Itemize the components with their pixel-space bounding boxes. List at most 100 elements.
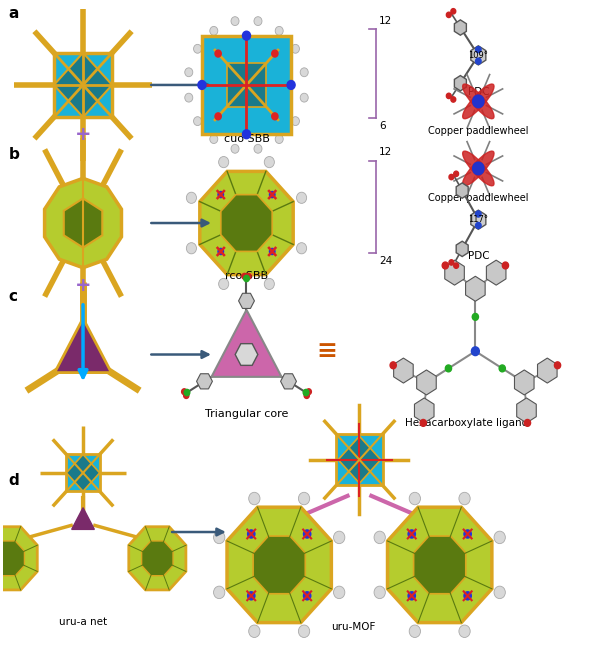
Text: PDC: PDC [467,251,489,261]
Circle shape [459,625,470,638]
Circle shape [473,162,484,175]
Text: Copper paddlewheel: Copper paddlewheel [428,194,529,204]
Circle shape [248,530,255,538]
Circle shape [254,17,262,26]
Polygon shape [55,53,112,117]
Polygon shape [221,195,272,251]
Circle shape [464,592,472,600]
Circle shape [198,80,206,90]
Circle shape [272,113,278,120]
Text: uru-a net: uru-a net [59,617,107,627]
Text: a: a [9,6,19,21]
Polygon shape [445,260,464,285]
Circle shape [269,249,275,255]
Polygon shape [44,178,121,268]
Circle shape [185,93,193,102]
Circle shape [182,389,187,394]
Polygon shape [72,508,94,529]
Ellipse shape [463,151,494,186]
Polygon shape [54,53,112,117]
Polygon shape [337,434,383,485]
Polygon shape [253,536,305,594]
Circle shape [446,93,451,99]
Circle shape [231,17,239,26]
Polygon shape [338,436,380,483]
Text: uru-MOF: uru-MOF [331,622,376,632]
Text: Triangular core: Triangular core [205,409,288,419]
Text: 12: 12 [379,16,392,26]
Circle shape [304,530,311,538]
Text: ≡: ≡ [316,339,337,363]
Circle shape [334,531,345,544]
Circle shape [298,625,310,638]
Circle shape [409,625,421,638]
Text: d: d [9,473,19,488]
Circle shape [334,586,345,599]
Polygon shape [456,183,468,198]
Polygon shape [415,398,434,423]
Polygon shape [0,541,25,575]
Circle shape [409,493,421,505]
Text: 117°: 117° [469,215,488,224]
Circle shape [269,192,275,198]
Circle shape [292,117,299,125]
Circle shape [218,249,224,255]
Polygon shape [55,318,112,373]
Polygon shape [64,198,102,247]
Circle shape [454,171,458,176]
Polygon shape [235,343,258,365]
Circle shape [304,592,311,600]
Polygon shape [227,507,331,623]
Circle shape [300,68,308,77]
Circle shape [244,275,250,282]
Polygon shape [129,526,186,590]
Circle shape [218,192,224,198]
Circle shape [304,392,310,398]
Circle shape [185,68,193,77]
Circle shape [451,97,456,102]
Polygon shape [454,20,466,35]
Circle shape [449,260,454,265]
Circle shape [442,262,448,269]
Circle shape [292,44,299,53]
Circle shape [449,174,454,180]
Text: 6: 6 [379,121,386,131]
Polygon shape [211,310,281,377]
Polygon shape [471,210,486,229]
Polygon shape [200,172,293,274]
Circle shape [408,592,415,600]
Polygon shape [0,526,37,590]
Text: 109°: 109° [469,51,488,60]
Circle shape [231,145,239,153]
Circle shape [472,314,478,320]
Circle shape [472,347,479,355]
Circle shape [476,58,481,64]
Circle shape [296,192,307,204]
Circle shape [459,493,470,505]
Circle shape [300,93,308,102]
Circle shape [524,420,530,426]
Circle shape [210,135,218,143]
Circle shape [194,44,202,53]
Circle shape [215,50,221,57]
Ellipse shape [463,84,494,119]
Text: b: b [9,147,20,162]
Text: Copper paddlewheel: Copper paddlewheel [428,127,529,137]
Circle shape [499,365,505,372]
Text: c: c [9,289,18,304]
Circle shape [446,12,451,17]
Circle shape [476,211,481,217]
Text: rco SBB: rco SBB [225,271,268,281]
Circle shape [210,27,218,35]
Circle shape [242,31,251,40]
Circle shape [306,389,311,394]
Polygon shape [281,374,296,389]
Circle shape [476,46,481,52]
Ellipse shape [463,151,494,186]
Circle shape [374,531,385,544]
Circle shape [275,27,283,35]
Text: 12: 12 [379,147,392,157]
Circle shape [476,222,481,229]
FancyBboxPatch shape [202,36,291,135]
Polygon shape [487,260,506,285]
